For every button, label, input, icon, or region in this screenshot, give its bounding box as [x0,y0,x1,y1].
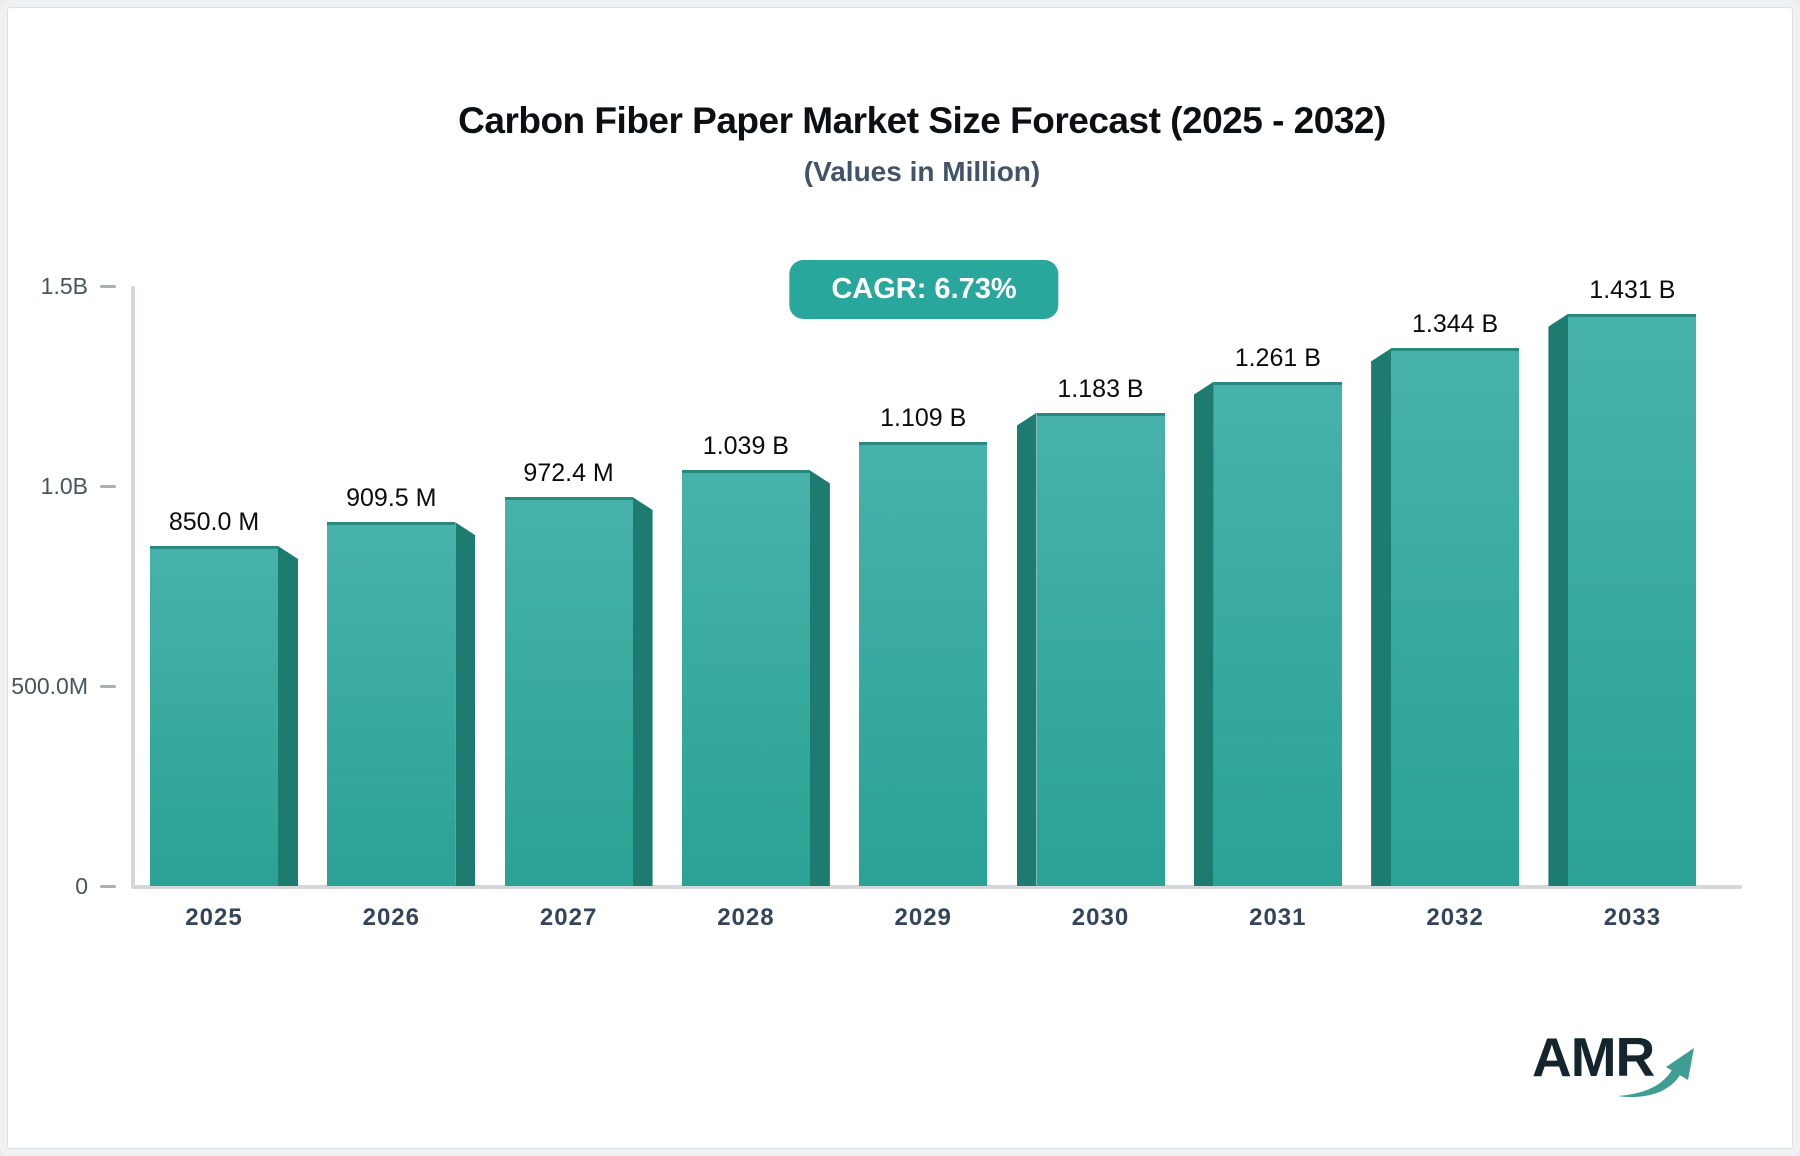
y-axis-tick-label: 0 [75,873,88,899]
bar-value-label-2028: 1.039 B [702,432,789,461]
x-axis-label-2025: 2025 [185,904,243,931]
bar-side-2028 [809,470,830,886]
bar-2027 [504,497,633,886]
y-axis-tick-label: 1.5B [40,273,88,299]
y-axis-tick-mark [100,485,116,488]
bar-2031 [1213,381,1342,886]
bar-2025 [150,546,278,886]
x-axis-line [131,885,1742,889]
bar-2033 [1568,313,1697,886]
x-axis-label-2031: 2031 [1249,904,1307,931]
chart-subtitle: (Values in Million) [803,156,1041,187]
bar-2030 [1036,412,1165,886]
bar-value-label-2030: 1.183 B [1057,374,1144,403]
amr-logo: AMR [1532,1028,1722,1118]
bar-side-2032 [1371,348,1392,886]
bar-side-2027 [632,497,653,886]
bar-value-label-2025: 850.0 M [168,508,260,536]
x-axis-label-2030: 2030 [1071,904,1130,931]
x-axis-label-2028: 2028 [717,904,775,931]
y-axis-tick-label: 1.0B [40,473,88,499]
bar-value-label-2031: 1.261 B [1234,343,1321,372]
bar-side-2030 [1016,412,1037,886]
bar-side-2026 [455,522,476,886]
bar-2028 [681,470,810,886]
growth-arrow-icon [1618,1048,1694,1098]
bar-side-2031 [1193,381,1214,886]
y-axis-tick-mark [100,685,116,688]
bar-2026 [327,522,456,886]
chart-title: Carbon Fiber Paper Market Size Forecast … [458,100,1386,141]
bar-value-label-2027: 972.4 M [523,459,614,488]
x-axis-label-2026: 2026 [362,904,420,931]
y-axis-tick-mark [100,285,116,288]
bar-side-2025 [278,546,298,886]
amr-logo-text: AMR [1532,1026,1655,1088]
y-axis-tick-label: 500.0M [11,673,88,699]
x-axis-label-2029: 2029 [894,904,952,931]
bar-value-label-2029: 1.109 B [880,404,967,433]
chart-header: Carbon Fiber Paper Market Size Forecast … [22,0,1800,188]
bar-2032 [1391,348,1520,886]
bar-value-label-2026: 909.5 M [346,484,437,513]
x-axis-label-2027: 2027 [539,904,598,931]
cagr-badge: CAGR: 6.73% [789,260,1059,319]
y-axis-line [131,286,135,889]
bar-value-label-2032: 1.344 B [1412,310,1499,339]
x-axis-label-2032: 2032 [1426,904,1484,931]
bar-2029 [859,442,988,886]
x-axis-label-2033: 2033 [1603,904,1662,931]
y-axis-tick-mark [100,885,116,888]
bar-value-label-2033: 1.431 B [1589,275,1676,304]
bar-side-2033 [1548,313,1569,886]
